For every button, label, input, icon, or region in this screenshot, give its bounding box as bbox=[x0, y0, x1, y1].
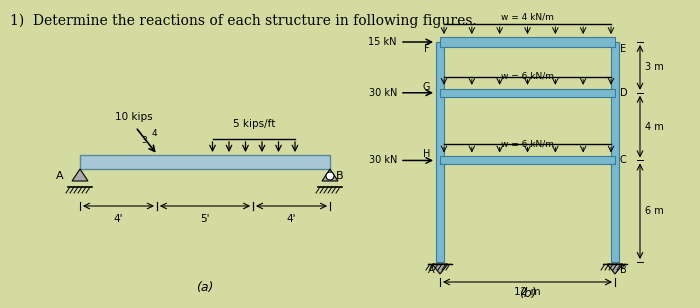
Polygon shape bbox=[611, 42, 619, 262]
Text: F: F bbox=[424, 44, 430, 54]
Text: C: C bbox=[620, 156, 626, 165]
Text: D: D bbox=[620, 88, 628, 98]
Text: E: E bbox=[620, 44, 626, 54]
Text: 1)  Determine the reactions of each structure in following figures.: 1) Determine the reactions of each struc… bbox=[10, 14, 477, 28]
Text: H: H bbox=[423, 149, 430, 160]
Text: G: G bbox=[423, 82, 430, 92]
Text: 6 m: 6 m bbox=[645, 206, 664, 216]
Text: w = 4 kN/m: w = 4 kN/m bbox=[501, 13, 554, 22]
Polygon shape bbox=[72, 169, 88, 181]
Polygon shape bbox=[607, 264, 623, 274]
Text: 30 kN: 30 kN bbox=[369, 88, 397, 98]
Polygon shape bbox=[440, 156, 615, 164]
Text: 12 m: 12 m bbox=[514, 287, 541, 297]
Text: 15 kN: 15 kN bbox=[368, 37, 397, 47]
Text: A: A bbox=[57, 171, 64, 181]
Text: 4': 4' bbox=[287, 214, 296, 224]
Text: w = 6 kN/m: w = 6 kN/m bbox=[501, 140, 554, 148]
Text: 4 m: 4 m bbox=[645, 122, 664, 132]
Text: B: B bbox=[620, 265, 626, 275]
Polygon shape bbox=[322, 169, 338, 181]
Text: 5 kips/ft: 5 kips/ft bbox=[232, 119, 275, 129]
Text: 3: 3 bbox=[141, 136, 147, 145]
Text: 4': 4' bbox=[113, 214, 123, 224]
Circle shape bbox=[326, 172, 334, 180]
Polygon shape bbox=[436, 42, 444, 262]
Text: 10 kips: 10 kips bbox=[115, 112, 153, 122]
Polygon shape bbox=[80, 155, 330, 169]
Text: B: B bbox=[336, 171, 344, 181]
Text: 3 m: 3 m bbox=[645, 63, 664, 72]
Text: w = 6 kN/m: w = 6 kN/m bbox=[501, 72, 554, 81]
Text: 5': 5' bbox=[200, 214, 210, 224]
Text: (b): (b) bbox=[519, 287, 536, 300]
Text: (a): (a) bbox=[196, 281, 214, 294]
Text: A: A bbox=[428, 265, 435, 275]
Polygon shape bbox=[440, 37, 615, 47]
Polygon shape bbox=[440, 89, 615, 97]
Text: 30 kN: 30 kN bbox=[369, 156, 397, 165]
Text: 4: 4 bbox=[151, 129, 157, 138]
Polygon shape bbox=[432, 264, 448, 274]
